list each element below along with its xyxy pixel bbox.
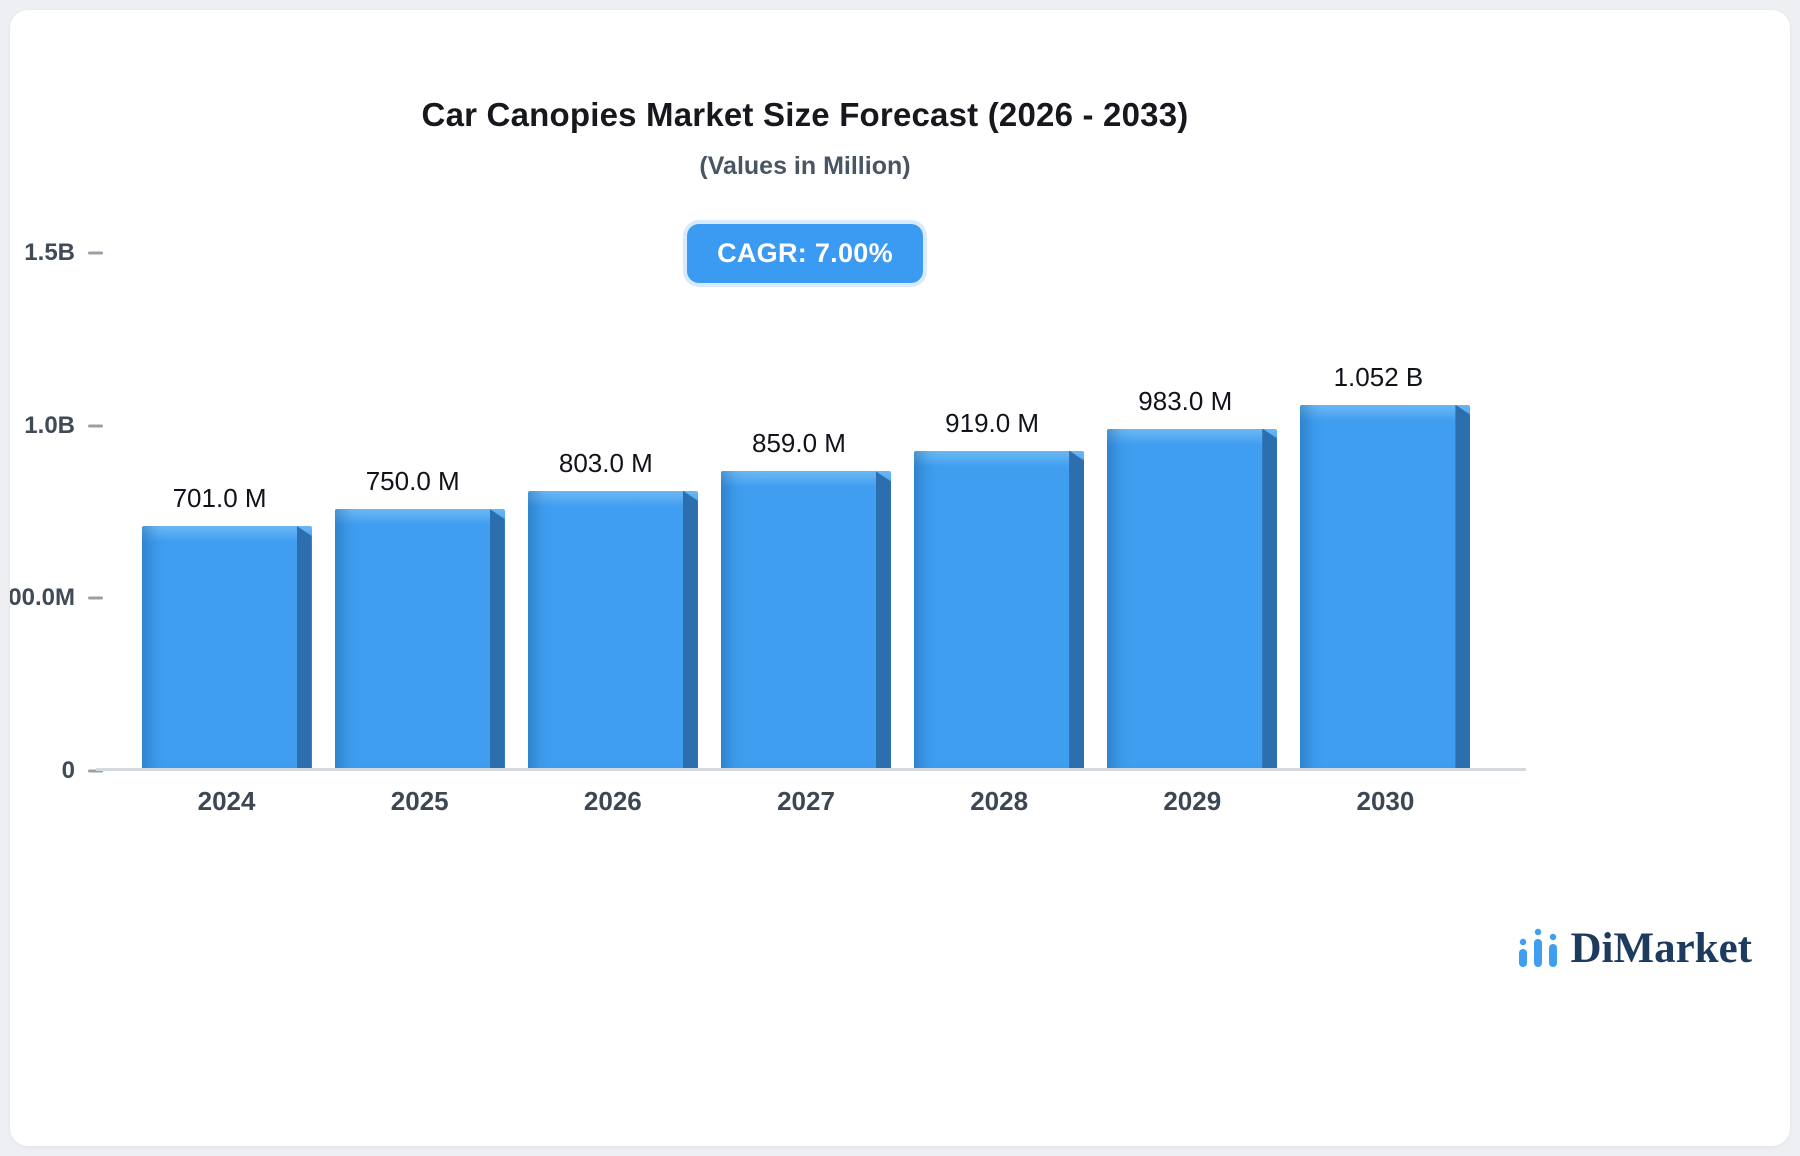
bar-group: 701.0 M (130, 253, 323, 768)
x-axis-label: 2030 (1356, 786, 1415, 816)
bar-group: 919.0 M (903, 253, 1096, 768)
bar-value-label: 701.0 M (172, 482, 267, 513)
chart-title: Car Canopies Market Size Forecast (2026 … (421, 96, 1189, 133)
bars: 701.0 M 750.0 M 803.0 M 859.0 M 919.0 M 983.0… (130, 253, 1482, 768)
bar-group: 1.052 B (1289, 253, 1482, 768)
bar-chart-logo-icon (1518, 928, 1557, 967)
y-tick-label: 1.0B (24, 411, 75, 439)
cagr-badge: CAGR: 7.00% (687, 224, 923, 283)
y-tick-label: 0 (61, 757, 75, 784)
y-axis: 1.5B 1.0B 500.0M 0 (10, 239, 103, 784)
bar-value-label: 750.0 M (365, 466, 460, 496)
bar-value-label: 919.0 M (945, 407, 1040, 438)
bar-side-face (682, 490, 698, 768)
bar-side-face (875, 471, 891, 768)
y-tick-label: 1.5B (24, 239, 75, 266)
x-axis-label: 2026 (583, 786, 642, 816)
chart-card: Car Canopies Market Size Forecast (2026 … (10, 10, 1790, 1146)
chart-header: Car Canopies Market Size Forecast (2026 … (10, 96, 1600, 181)
bar-value-label: 859.0 M (752, 428, 846, 459)
x-axis-label: 2025 (390, 786, 449, 816)
bar-value-label: 983.0 M (1138, 385, 1233, 416)
cagr-badge-row: CAGR: 7.00% (10, 224, 1600, 283)
bar-side-face (1455, 404, 1471, 768)
bar[interactable] (1107, 428, 1278, 768)
bar[interactable] (1300, 404, 1471, 768)
chart-subtitle: (Values in Million) (699, 152, 911, 180)
y-tick-mark (88, 251, 103, 255)
plot-area: 701.0 M 750.0 M 803.0 M 859.0 M 919.0 M 983.0… (96, 253, 1526, 771)
bar[interactable] (914, 450, 1085, 768)
bar-side-face (1069, 450, 1085, 768)
bar-side-face (1262, 428, 1278, 768)
bar-group: 750.0 M (323, 253, 516, 768)
bar-side-face (489, 509, 505, 768)
bar-group: 983.0 M (1096, 253, 1289, 768)
bar[interactable] (334, 509, 505, 768)
bar[interactable] (527, 490, 698, 768)
bar-group: 803.0 M (516, 253, 709, 768)
bar[interactable] (721, 471, 891, 768)
bar-value-label: 803.0 M (558, 447, 653, 478)
bar-group: 859.0 M (709, 253, 902, 768)
x-axis-label: 2028 (970, 786, 1029, 816)
bar[interactable] (141, 525, 312, 768)
y-tick-mark (88, 596, 103, 600)
y-tick-label: 500.0M (10, 584, 75, 612)
brand-name: DiMarket (1570, 925, 1753, 972)
x-axis-label: 2024 (197, 786, 256, 816)
brand-logo: DiMarket (1516, 924, 1753, 972)
x-axis: 2024 2025 2026 2027 2028 2029 2030 (130, 786, 1482, 817)
x-axis-label: 2029 (1163, 786, 1222, 816)
bar-side-face (296, 525, 312, 768)
x-axis-label: 2027 (777, 786, 835, 816)
y-tick-mark (88, 424, 103, 428)
bar-value-label: 1.052 B (1333, 361, 1424, 392)
y-tick-mark (88, 769, 103, 773)
